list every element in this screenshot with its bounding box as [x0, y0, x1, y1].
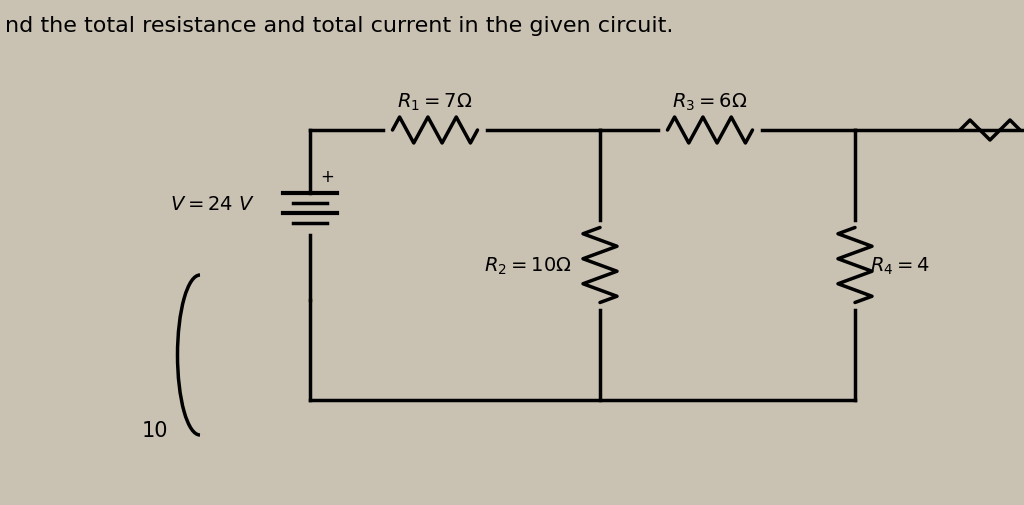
Text: 10: 10: [141, 420, 168, 440]
Text: nd the total resistance and total current in the given circuit.: nd the total resistance and total curren…: [5, 16, 674, 36]
Text: $R_1 = 7\Omega$: $R_1 = 7\Omega$: [397, 91, 473, 113]
Text: $R_4 = 4$: $R_4 = 4$: [870, 255, 930, 276]
Text: $R_3 = 6\Omega$: $R_3 = 6\Omega$: [673, 91, 748, 113]
Text: $+$: $+$: [319, 168, 334, 186]
Text: $V = 24\ V$: $V = 24\ V$: [170, 194, 255, 213]
Text: $R_2 = 10\Omega$: $R_2 = 10\Omega$: [484, 255, 572, 276]
